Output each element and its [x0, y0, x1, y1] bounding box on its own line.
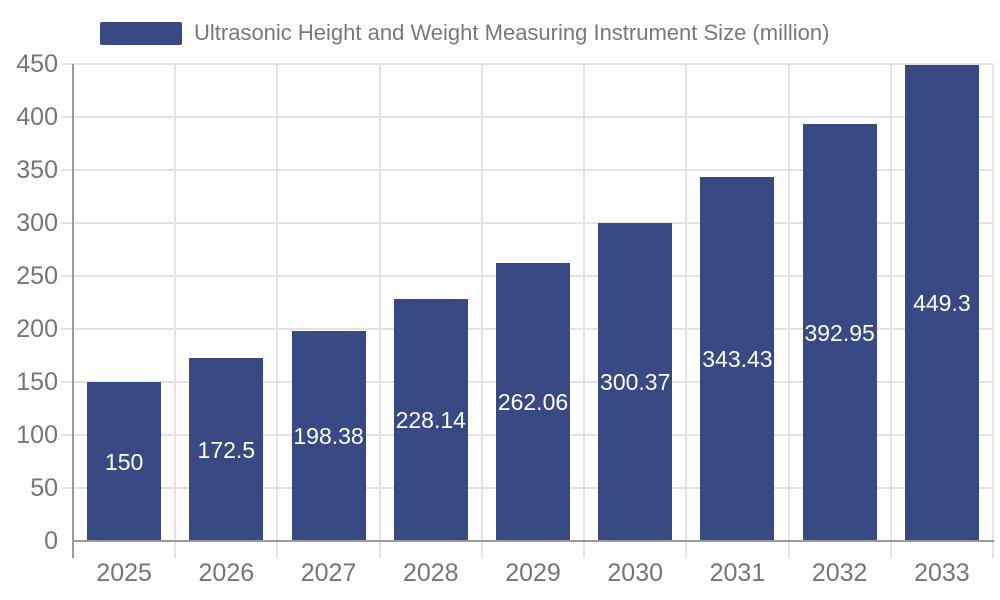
- legend-swatch: [100, 21, 182, 45]
- gridline-h: [61, 116, 993, 118]
- bar-value-label: 172.5: [197, 436, 256, 463]
- bar[interactable]: [700, 176, 775, 541]
- bar-value-label: 392.95: [804, 319, 875, 346]
- gridline-v: [276, 64, 279, 558]
- bar[interactable]: [598, 222, 673, 541]
- y-tick-label: 400: [16, 103, 58, 131]
- gridline-v: [787, 64, 790, 558]
- legend-label: Ultrasonic Height and Weight Measuring I…: [194, 20, 830, 45]
- bar-value-label: 300.37: [600, 368, 671, 395]
- gridline-v: [583, 64, 586, 558]
- x-axis-line: [72, 540, 994, 542]
- gridline-v: [480, 64, 483, 558]
- gridline-v: [174, 64, 177, 558]
- bar-value-label: 150: [104, 448, 144, 475]
- bar-value-label: 262.06: [497, 389, 569, 416]
- bar-value-label: 198.38: [293, 422, 364, 449]
- x-tick-label: 2029: [505, 559, 561, 587]
- gridline-v: [889, 64, 892, 558]
- bar[interactable]: [189, 358, 264, 541]
- bar[interactable]: [291, 330, 366, 541]
- bar-value-label: 228.14: [395, 407, 466, 434]
- gridline-h: [61, 169, 993, 171]
- x-tick-label: 2027: [300, 559, 357, 587]
- bar[interactable]: [802, 124, 877, 541]
- y-tick-label: 450: [16, 50, 58, 78]
- y-tick-label: 300: [16, 209, 58, 237]
- y-tick-label: 50: [30, 474, 58, 502]
- y-tick-label: 350: [16, 156, 58, 184]
- bar[interactable]: [904, 64, 979, 541]
- gridline-h: [61, 63, 993, 65]
- y-tick-label: 150: [16, 368, 58, 396]
- y-tick-label: 250: [16, 262, 58, 290]
- bar[interactable]: [393, 299, 468, 541]
- x-tick-label: 2032: [811, 559, 868, 587]
- gridline-h: [61, 222, 993, 224]
- x-tick-label: 2028: [402, 559, 459, 587]
- y-tick-label: 100: [16, 421, 58, 449]
- gridline-v: [992, 64, 994, 558]
- bar[interactable]: [496, 263, 570, 541]
- x-tick-label: 2025: [96, 559, 152, 587]
- x-tick-label: 2031: [709, 559, 766, 587]
- x-tick-label: 2033: [914, 559, 970, 587]
- gridline-v: [685, 64, 688, 558]
- y-tick-label: 0: [44, 527, 58, 555]
- x-tick-label: 2026: [198, 559, 255, 587]
- x-tick-label: 2030: [607, 559, 664, 587]
- legend[interactable]: Ultrasonic Height and Weight Measuring I…: [100, 20, 829, 46]
- y-tick-label: 200: [16, 315, 58, 343]
- bar-value-label: 343.43: [702, 345, 773, 372]
- y-axis-line: [72, 64, 74, 558]
- gridline-v: [378, 64, 381, 558]
- bar-value-label: 449.3: [913, 289, 971, 316]
- bar[interactable]: [87, 382, 162, 541]
